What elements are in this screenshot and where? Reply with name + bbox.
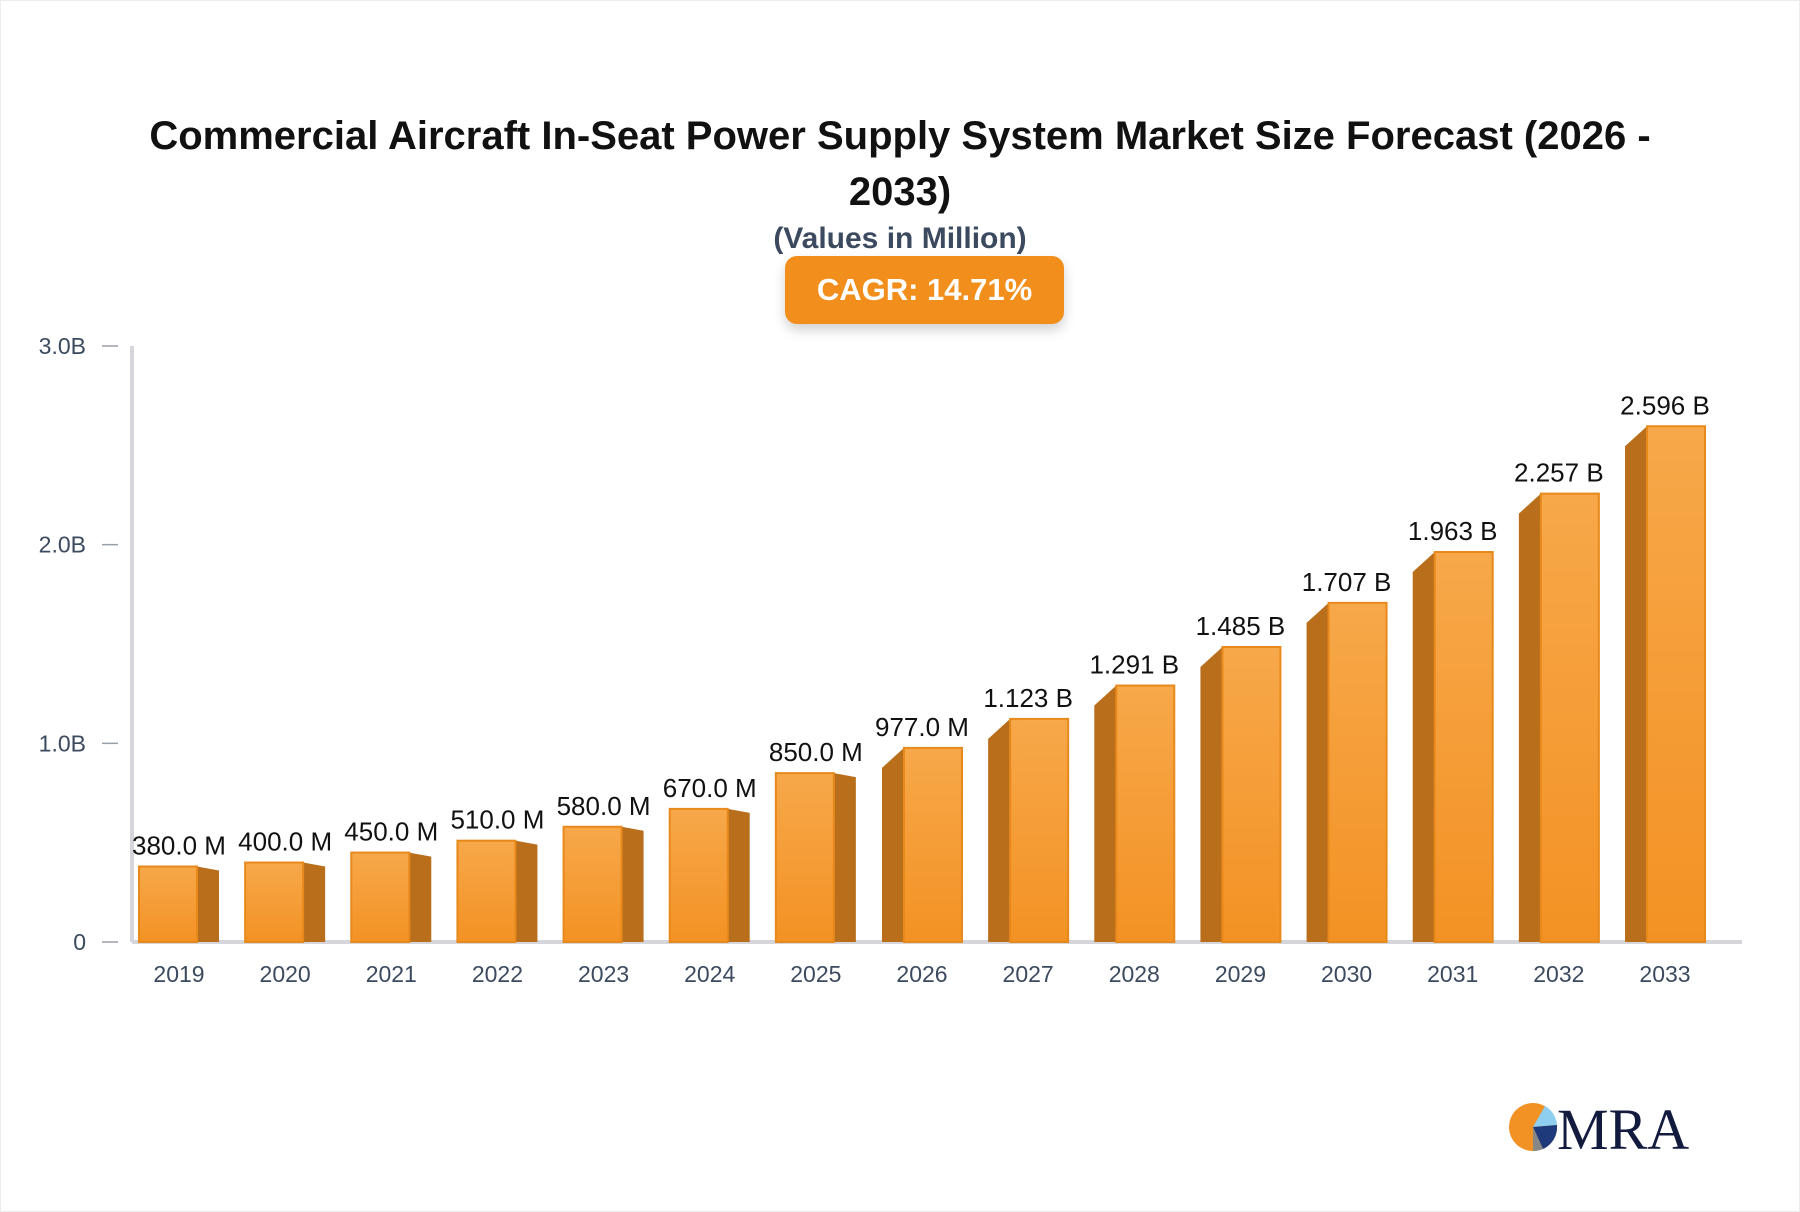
- data-label: 380.0 M: [132, 831, 226, 861]
- x-tick-label: 2021: [366, 961, 417, 987]
- chart-subtitle: (Values in Million): [773, 222, 1027, 255]
- y-tick-label: 0: [73, 929, 86, 955]
- bar-2028: 1.291 B 2028: [1089, 650, 1179, 987]
- data-label: 977.0 M: [875, 712, 969, 742]
- bar-2026: 977.0 M 2026: [875, 712, 969, 987]
- x-tick-label: 2031: [1427, 961, 1478, 987]
- bar-side: [882, 747, 904, 942]
- data-label: 450.0 M: [344, 817, 438, 847]
- bar-2033: 2.596 B 2033: [1620, 390, 1710, 987]
- bar-front: [244, 861, 305, 943]
- bar-front: [1115, 684, 1176, 944]
- data-label: 2.596 B: [1620, 390, 1710, 420]
- bar-side: [1625, 426, 1647, 942]
- bar-2024: 670.0 M 2024: [663, 773, 757, 987]
- bar-front: [1327, 601, 1388, 943]
- bar-front: [1009, 717, 1070, 943]
- data-label: 510.0 M: [450, 805, 544, 835]
- bar-2029: 1.485 B 2029: [1196, 611, 1286, 987]
- bar-2020: 400.0 M 2020: [238, 827, 332, 987]
- bar-side: [1518, 493, 1541, 942]
- bar-front: [774, 772, 835, 944]
- x-tick-label: 2027: [1003, 961, 1054, 987]
- x-tick-label: 2022: [472, 961, 523, 987]
- bar-side: [1412, 552, 1435, 942]
- x-tick-label: 2032: [1533, 961, 1584, 987]
- y-tick-label: 2.0B: [39, 532, 86, 558]
- bar-2027: 1.123 B 2027: [983, 683, 1073, 987]
- y-tick-label: 1.0B: [39, 730, 86, 756]
- chart-title: Commercial Aircraft In-Seat Power Supply…: [149, 114, 1651, 214]
- bar-front: [1221, 645, 1282, 943]
- data-label: 2.257 B: [1514, 458, 1604, 488]
- x-tick-label: 2020: [260, 961, 311, 987]
- x-tick-label: 2029: [1215, 961, 1266, 987]
- bar-front: [1646, 425, 1706, 943]
- bar-side: [303, 862, 326, 942]
- bar-side: [833, 773, 856, 942]
- data-label: 1.291 B: [1089, 650, 1179, 680]
- bar-front: [138, 865, 198, 943]
- bar-front: [668, 807, 729, 943]
- bar-front: [1433, 551, 1494, 943]
- bar-front: [350, 851, 411, 943]
- data-label: 850.0 M: [769, 737, 863, 767]
- x-tick-label: 2025: [790, 961, 841, 987]
- bar-front: [456, 839, 517, 943]
- data-label: 580.0 M: [557, 791, 651, 821]
- data-label: 1.123 B: [983, 683, 1073, 713]
- data-label: 400.0 M: [238, 827, 332, 857]
- bar-2025: 850.0 M 2025: [769, 737, 863, 987]
- bar-front: [1539, 492, 1600, 943]
- bar-side: [409, 852, 432, 942]
- bar-2019: 380.0 M 2019: [132, 831, 226, 987]
- y-tick-label: 3.0B: [39, 333, 86, 359]
- mra-logo: MRA: [1509, 1097, 1689, 1155]
- bar-side: [1094, 685, 1117, 942]
- x-tick-label: 2026: [896, 961, 947, 987]
- data-label: 1.485 B: [1196, 611, 1286, 641]
- bar-2023: 580.0 M 2023: [557, 791, 651, 987]
- cagr-badge: CAGR: 14.71%: [785, 256, 1064, 324]
- x-tick-label: 2023: [578, 961, 629, 987]
- x-tick-label: 2028: [1109, 961, 1160, 987]
- bar-2031: 1.963 B 2031: [1408, 516, 1498, 987]
- bar-side: [1200, 646, 1223, 942]
- x-tick-label: 2024: [684, 961, 735, 987]
- bar-side: [988, 718, 1011, 942]
- bar-side: [1306, 602, 1329, 942]
- bar-2032: 2.257 B 2032: [1514, 458, 1604, 987]
- bar-2021: 450.0 M 2021: [344, 817, 438, 987]
- bar-front: [562, 825, 623, 943]
- bar-front: [903, 746, 963, 943]
- data-label: 670.0 M: [663, 773, 757, 803]
- bar-side: [727, 808, 750, 942]
- x-tick-label: 2030: [1321, 961, 1372, 987]
- data-label: 1.707 B: [1302, 567, 1392, 597]
- bar-side: [621, 826, 644, 942]
- x-tick-label: 2019: [153, 961, 204, 987]
- x-tick-label: 2033: [1639, 961, 1690, 987]
- bar-2030: 1.707 B 2030: [1302, 567, 1392, 987]
- logo-text: MRA: [1557, 1097, 1689, 1155]
- data-label: 1.963 B: [1408, 516, 1498, 546]
- bar-2022: 510.0 M 2022: [450, 805, 544, 987]
- bar-side: [515, 840, 538, 942]
- bar-side: [197, 866, 219, 942]
